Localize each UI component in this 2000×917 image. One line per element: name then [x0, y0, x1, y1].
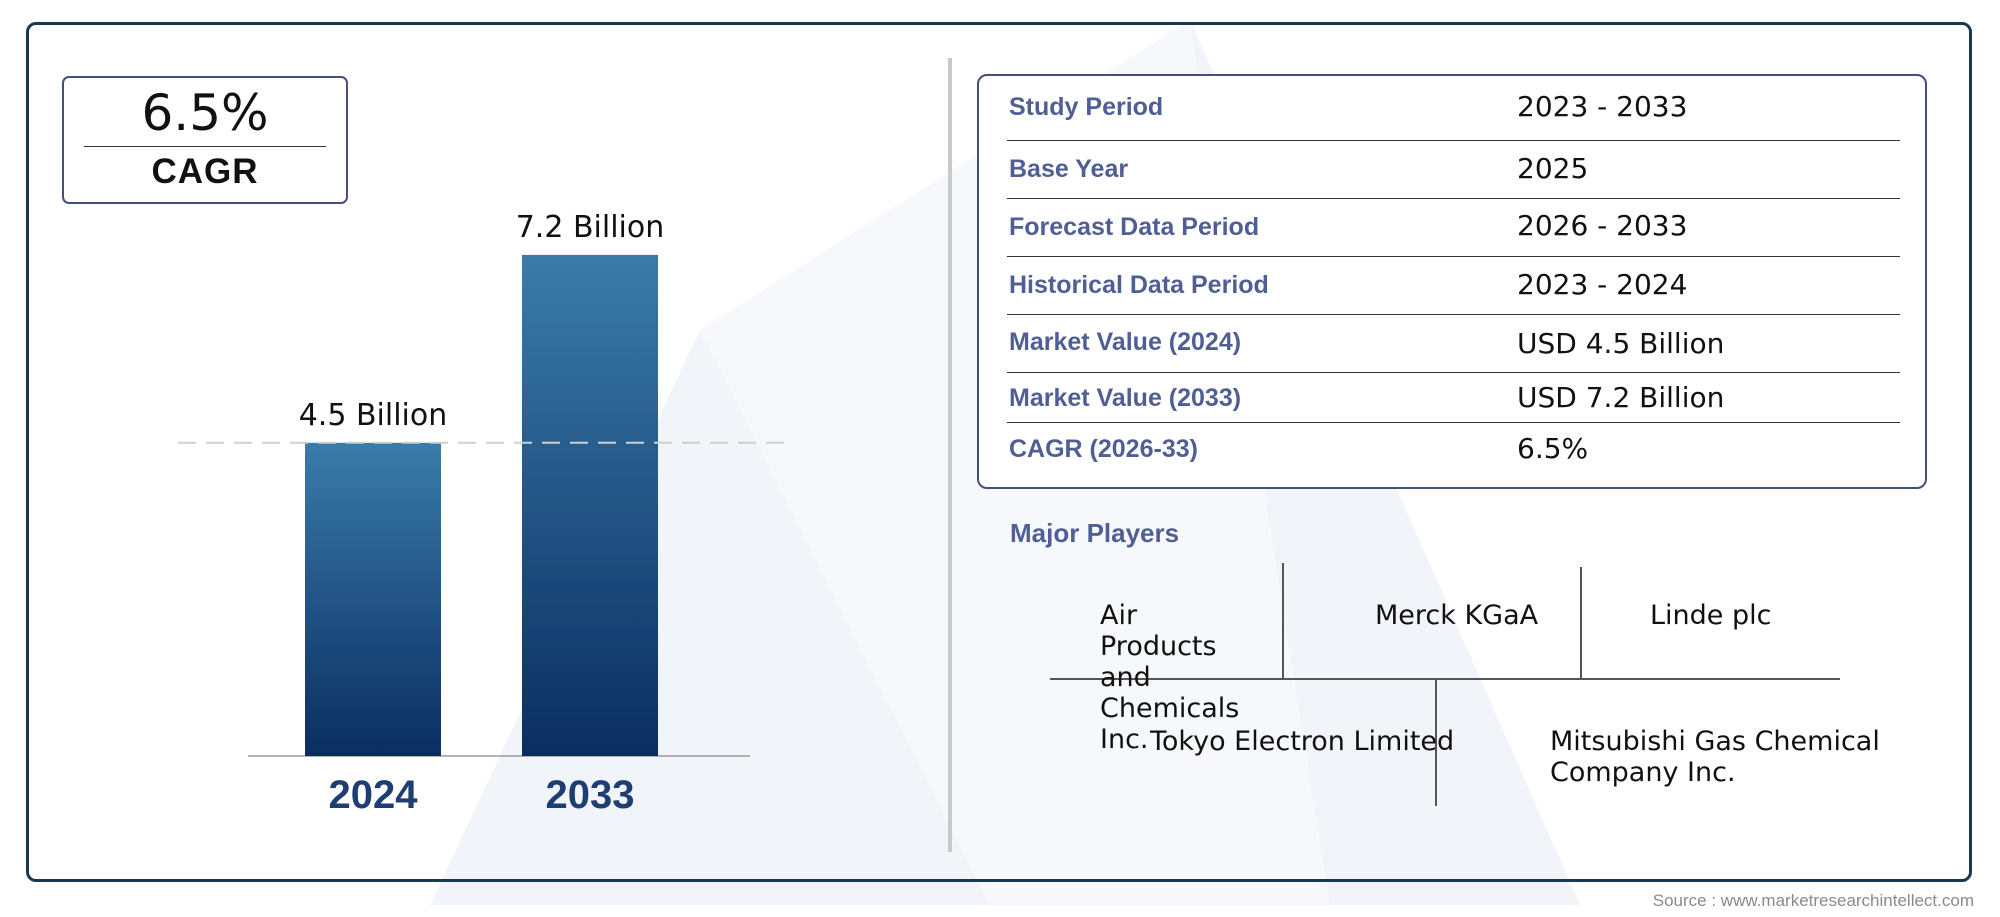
row-value: USD 7.2 Billion — [1517, 381, 1725, 414]
bar — [522, 254, 658, 756]
cagr-badge: 6.5% CAGR — [62, 76, 348, 204]
table-row: Study Period 2023 - 2033 — [1007, 76, 1900, 141]
table-row: Market Value (2024) USD 4.5 Billion — [1007, 314, 1900, 373]
bar-value-label: 4.5 Billion — [299, 398, 448, 433]
infographic-frame — [26, 22, 1972, 882]
row-value: 2025 — [1517, 152, 1589, 185]
player-name: Tokyo Electron Limited — [1150, 726, 1455, 757]
row-value: 2023 - 2024 — [1517, 268, 1688, 301]
source-credit: Source : www.marketresearchintellect.com — [1652, 891, 1974, 910]
category-label: 2024 — [329, 773, 419, 817]
cagr-divider — [84, 146, 326, 147]
vertical-divider — [948, 58, 952, 852]
table-row: Forecast Data Period 2026 - 2033 — [1007, 198, 1900, 257]
cagr-value: 6.5% — [141, 84, 269, 142]
row-key: CAGR (2026-33) — [1009, 435, 1198, 463]
row-value: 6.5% — [1517, 432, 1589, 465]
cagr-label: CAGR — [151, 152, 259, 191]
bar-value-label: 7.2 Billion — [516, 210, 665, 245]
player-name: Mitsubishi Gas Chemical Company Inc. — [1550, 726, 1880, 788]
row-key: Market Value (2024) — [1009, 328, 1242, 356]
grid-line — [1050, 678, 1840, 680]
row-value: USD 4.5 Billion — [1517, 327, 1725, 360]
summary-table: Study Period 2023 - 2033 Base Year 2025 … — [977, 74, 1927, 489]
grid-line — [1435, 678, 1437, 806]
bar-chart: 4.5 Billion 2024 7.2 Billion 2033 — [178, 210, 790, 817]
player-name: Linde plc — [1650, 600, 1772, 631]
bar — [305, 442, 441, 756]
grid-line — [1580, 567, 1582, 678]
table-row: Historical Data Period 2023 - 2024 — [1007, 256, 1900, 315]
category-label: 2033 — [546, 773, 635, 817]
row-key: Forecast Data Period — [1009, 213, 1260, 241]
table-row: CAGR (2026-33) 6.5% — [1007, 422, 1900, 482]
player-name: Air Products and Chemicals Inc. — [1100, 600, 1240, 755]
row-key: Market Value (2033) — [1009, 384, 1242, 412]
major-players-title: Major Players — [1010, 518, 1180, 548]
row-value: 2023 - 2033 — [1517, 90, 1688, 123]
player-name: Merck KGaA — [1375, 600, 1539, 631]
row-key: Historical Data Period — [1009, 271, 1269, 299]
grid-line — [1282, 563, 1284, 678]
row-value: 2026 - 2033 — [1517, 209, 1688, 242]
table-row: Base Year 2025 — [1007, 140, 1900, 199]
table-row: Market Value (2033) USD 7.2 Billion — [1007, 372, 1900, 423]
row-key: Base Year — [1009, 155, 1129, 183]
row-key: Study Period — [1009, 93, 1164, 121]
